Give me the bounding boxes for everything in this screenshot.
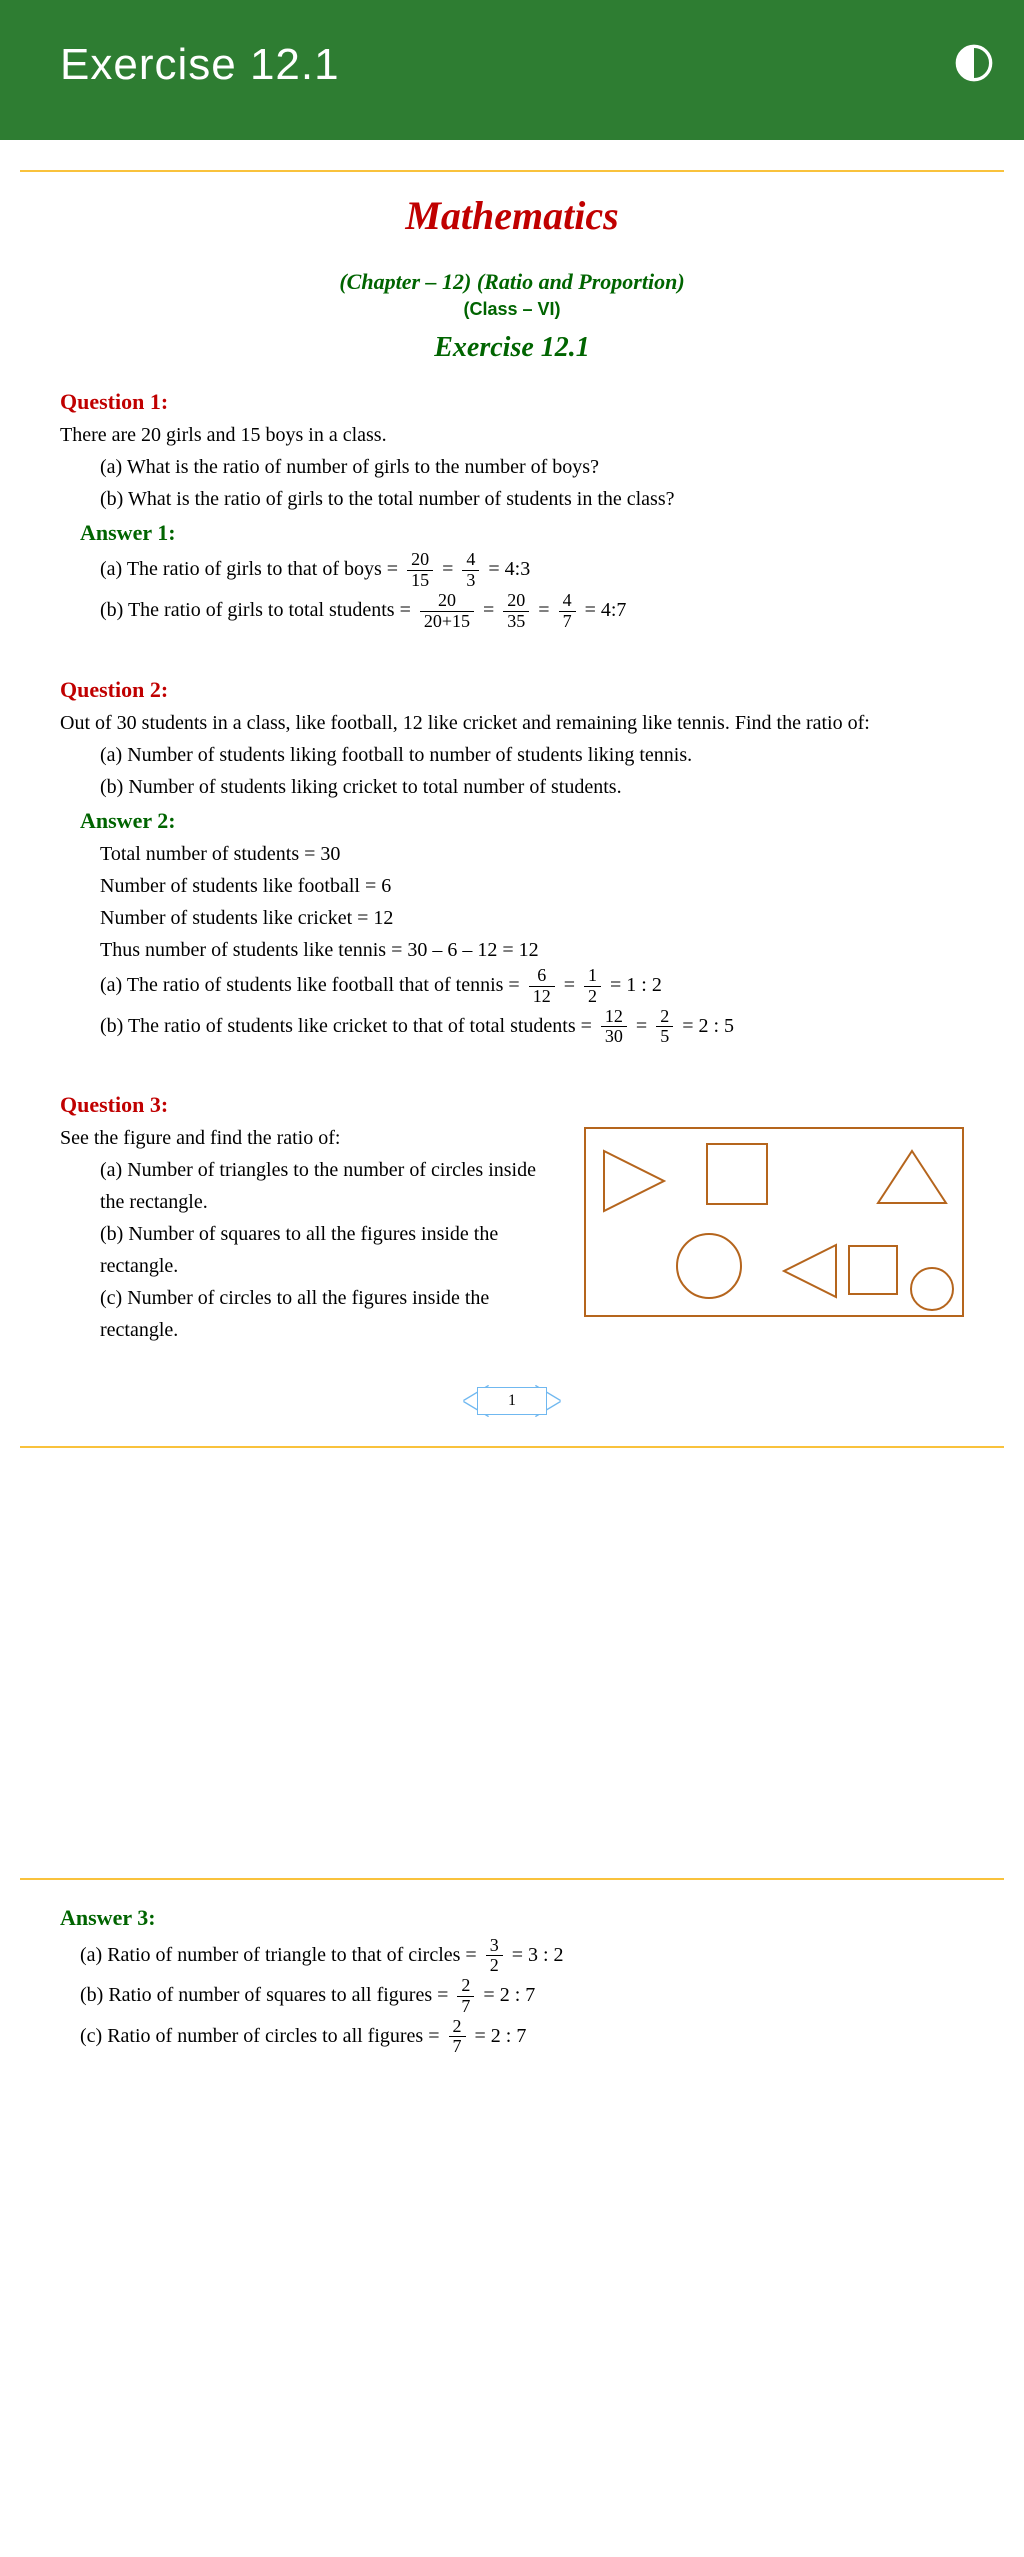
q3-title: Question 3:	[60, 1087, 964, 1122]
a2-a: (a) The ratio of students like football …	[100, 966, 964, 1007]
a2-l2: Number of students like football = 6	[100, 870, 964, 902]
question-2: Question 2: Out of 30 students in a clas…	[60, 672, 964, 1048]
circle-shape	[676, 1233, 742, 1299]
q3-a: (a) Number of triangles to the number of…	[100, 1154, 564, 1218]
q3-b: (b) Number of squares to all the figures…	[100, 1218, 564, 1282]
divider	[20, 1446, 1004, 1448]
text: = 2 : 5	[682, 1014, 734, 1036]
app-header: Exercise 12.1	[0, 0, 1024, 140]
q2-b: (b) Number of students liking cricket to…	[100, 771, 964, 803]
q3-text: See the figure and find the ratio of:	[60, 1122, 564, 1154]
text: = 4:3	[488, 558, 530, 580]
fraction: 612	[529, 966, 555, 1007]
text: =	[483, 599, 499, 621]
text: (b) Ratio of number of squares to all fi…	[80, 1984, 453, 2006]
blank-space	[20, 1468, 1004, 1848]
page-number: 1	[477, 1387, 547, 1415]
text: =	[564, 974, 580, 996]
a2-l4: Thus number of students like tennis = 30…	[100, 934, 964, 966]
circle-shape	[910, 1267, 954, 1311]
a1-b: (b) The ratio of girls to total students…	[100, 591, 964, 632]
text: =	[636, 1014, 652, 1036]
a1-a: (a) The ratio of girls to that of boys =…	[100, 550, 964, 591]
text: (b) The ratio of girls to total students…	[100, 599, 416, 621]
fraction: 27	[449, 2017, 466, 2058]
question-1: Question 1: There are 20 girls and 15 bo…	[60, 384, 964, 632]
a3-b: (b) Ratio of number of squares to all fi…	[80, 1976, 964, 2017]
divider	[20, 1878, 1004, 1880]
fraction: 25	[656, 1007, 673, 1048]
fraction: 2035	[503, 591, 529, 632]
a2-l3: Number of students like cricket = 12	[100, 902, 964, 934]
fraction: 12	[584, 966, 601, 1007]
a1-label: Answer 1:	[80, 515, 964, 550]
fraction: 32	[486, 1936, 503, 1977]
text: =	[442, 558, 458, 580]
a2-l1: Total number of students = 30	[100, 838, 964, 870]
text: = 4:7	[585, 599, 627, 621]
q2-a: (a) Number of students liking football t…	[100, 739, 964, 771]
header-title: Exercise 12.1	[60, 40, 340, 90]
q3-figure	[584, 1127, 964, 1317]
triangle-right-shape	[602, 1149, 666, 1223]
text: = 1 : 2	[610, 974, 662, 996]
fraction: 27	[457, 1976, 474, 2017]
a3-c: (c) Ratio of number of circles to all fi…	[80, 2017, 964, 2058]
text: =	[538, 599, 554, 621]
fraction: 1230	[601, 1007, 627, 1048]
text: (a) The ratio of students like football …	[100, 974, 525, 996]
class-label: (Class – VI)	[20, 299, 1004, 320]
fraction: 43	[462, 550, 479, 591]
document-content: Mathematics (Chapter – 12) (Ratio and Pr…	[0, 170, 1024, 2057]
fraction: 47	[559, 591, 576, 632]
chapter-label: (Chapter – 12) (Ratio and Proportion)	[20, 269, 1004, 295]
divider	[20, 170, 1004, 172]
text: (a) The ratio of girls to that of boys =	[100, 558, 403, 580]
text: = 2 : 7	[475, 2025, 527, 2047]
doc-title: Mathematics	[20, 192, 1004, 239]
q2-title: Question 2:	[60, 672, 964, 707]
a3-label: Answer 3:	[60, 1900, 964, 1935]
fraction: 2020+15	[420, 591, 474, 632]
triangle-up-shape	[876, 1149, 948, 1215]
a2-label: Answer 2:	[80, 803, 964, 838]
q1-b: (b) What is the ratio of girls to the to…	[100, 483, 964, 515]
a3-a: (a) Ratio of number of triangle to that …	[80, 1936, 964, 1977]
text: = 3 : 2	[512, 1943, 564, 1965]
triangle-left-shape	[782, 1243, 838, 1309]
text: (a) Ratio of number of triangle to that …	[80, 1943, 482, 1965]
answer-3: Answer 3: (a) Ratio of number of triangl…	[60, 1900, 964, 2057]
q1-text: There are 20 girls and 15 boys in a clas…	[60, 419, 964, 451]
fraction: 2015	[407, 550, 433, 591]
q1-title: Question 1:	[60, 384, 964, 419]
text: (b) The ratio of students like cricket t…	[100, 1014, 597, 1036]
q2-text: Out of 30 students in a class, like foot…	[60, 707, 964, 739]
text: = 2 : 7	[483, 1984, 535, 2006]
contrast-icon[interactable]	[954, 43, 994, 88]
a2-b: (b) The ratio of students like cricket t…	[100, 1007, 964, 1048]
exercise-label: Exercise 12.1	[20, 332, 1004, 364]
q3-c: (c) Number of circles to all the figures…	[100, 1282, 564, 1346]
q1-a: (a) What is the ratio of number of girls…	[100, 451, 964, 483]
page-number-banner: 1	[20, 1386, 1004, 1416]
question-3: Question 3: See the figure and find the …	[60, 1087, 964, 1346]
square-shape	[706, 1143, 768, 1205]
square-shape	[848, 1245, 898, 1295]
text: (c) Ratio of number of circles to all fi…	[80, 2025, 445, 2047]
